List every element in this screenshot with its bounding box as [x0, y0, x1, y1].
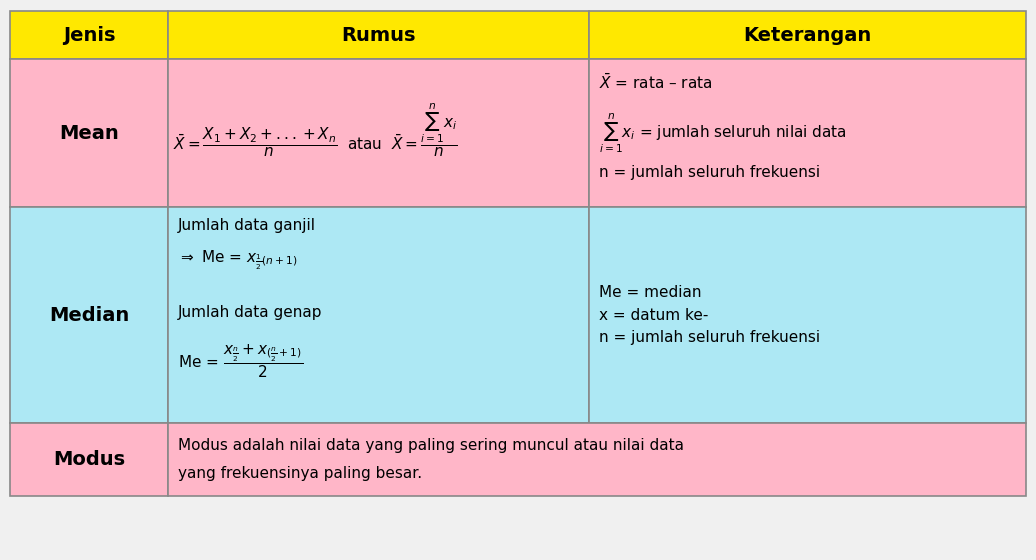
- FancyBboxPatch shape: [168, 207, 589, 423]
- Text: n = jumlah seluruh frekuensi: n = jumlah seluruh frekuensi: [600, 165, 821, 180]
- Text: $\Rightarrow$ Me = $x_{\frac{1}{2}(n+1)}$: $\Rightarrow$ Me = $x_{\frac{1}{2}(n+1)}…: [178, 249, 298, 272]
- FancyBboxPatch shape: [10, 59, 168, 207]
- FancyBboxPatch shape: [168, 59, 589, 207]
- Text: Jenis: Jenis: [63, 26, 115, 44]
- FancyBboxPatch shape: [589, 11, 1026, 59]
- Text: n = jumlah seluruh frekuensi: n = jumlah seluruh frekuensi: [600, 330, 821, 345]
- Text: Keterangan: Keterangan: [743, 26, 871, 44]
- FancyBboxPatch shape: [168, 423, 1026, 496]
- Text: Rumus: Rumus: [341, 26, 415, 44]
- FancyBboxPatch shape: [589, 207, 1026, 423]
- Text: Me = $\dfrac{x_{\frac{n}{2}} + x_{(\frac{n}{2}+1)}}{2}$: Me = $\dfrac{x_{\frac{n}{2}} + x_{(\frac…: [178, 342, 304, 380]
- Text: x = datum ke-: x = datum ke-: [600, 307, 709, 323]
- Text: yang frekuensinya paling besar.: yang frekuensinya paling besar.: [178, 466, 423, 480]
- Text: $\sum_{i=1}^{n} x_i$ = jumlah seluruh nilai data: $\sum_{i=1}^{n} x_i$ = jumlah seluruh ni…: [600, 112, 847, 156]
- Text: Me = median: Me = median: [600, 285, 702, 300]
- Text: Mean: Mean: [59, 124, 119, 142]
- FancyBboxPatch shape: [10, 207, 168, 423]
- FancyBboxPatch shape: [10, 423, 168, 496]
- Text: Modus: Modus: [53, 450, 125, 469]
- FancyBboxPatch shape: [589, 59, 1026, 207]
- Text: Median: Median: [49, 306, 130, 324]
- Text: Jumlah data genap: Jumlah data genap: [178, 305, 322, 320]
- FancyBboxPatch shape: [10, 11, 168, 59]
- Text: $\bar{X} = \dfrac{X_1 + X_2 + ... + X_n}{n}$  atau  $\bar{X} = \dfrac{\sum_{i=1}: $\bar{X} = \dfrac{X_1 + X_2 + ... + X_n}…: [173, 101, 458, 159]
- Text: $\bar{X}$ = rata – rata: $\bar{X}$ = rata – rata: [600, 73, 713, 92]
- Text: Jumlah data ganjil: Jumlah data ganjil: [178, 218, 316, 234]
- Text: Modus adalah nilai data yang paling sering muncul atau nilai data: Modus adalah nilai data yang paling seri…: [178, 438, 684, 452]
- FancyBboxPatch shape: [168, 11, 589, 59]
